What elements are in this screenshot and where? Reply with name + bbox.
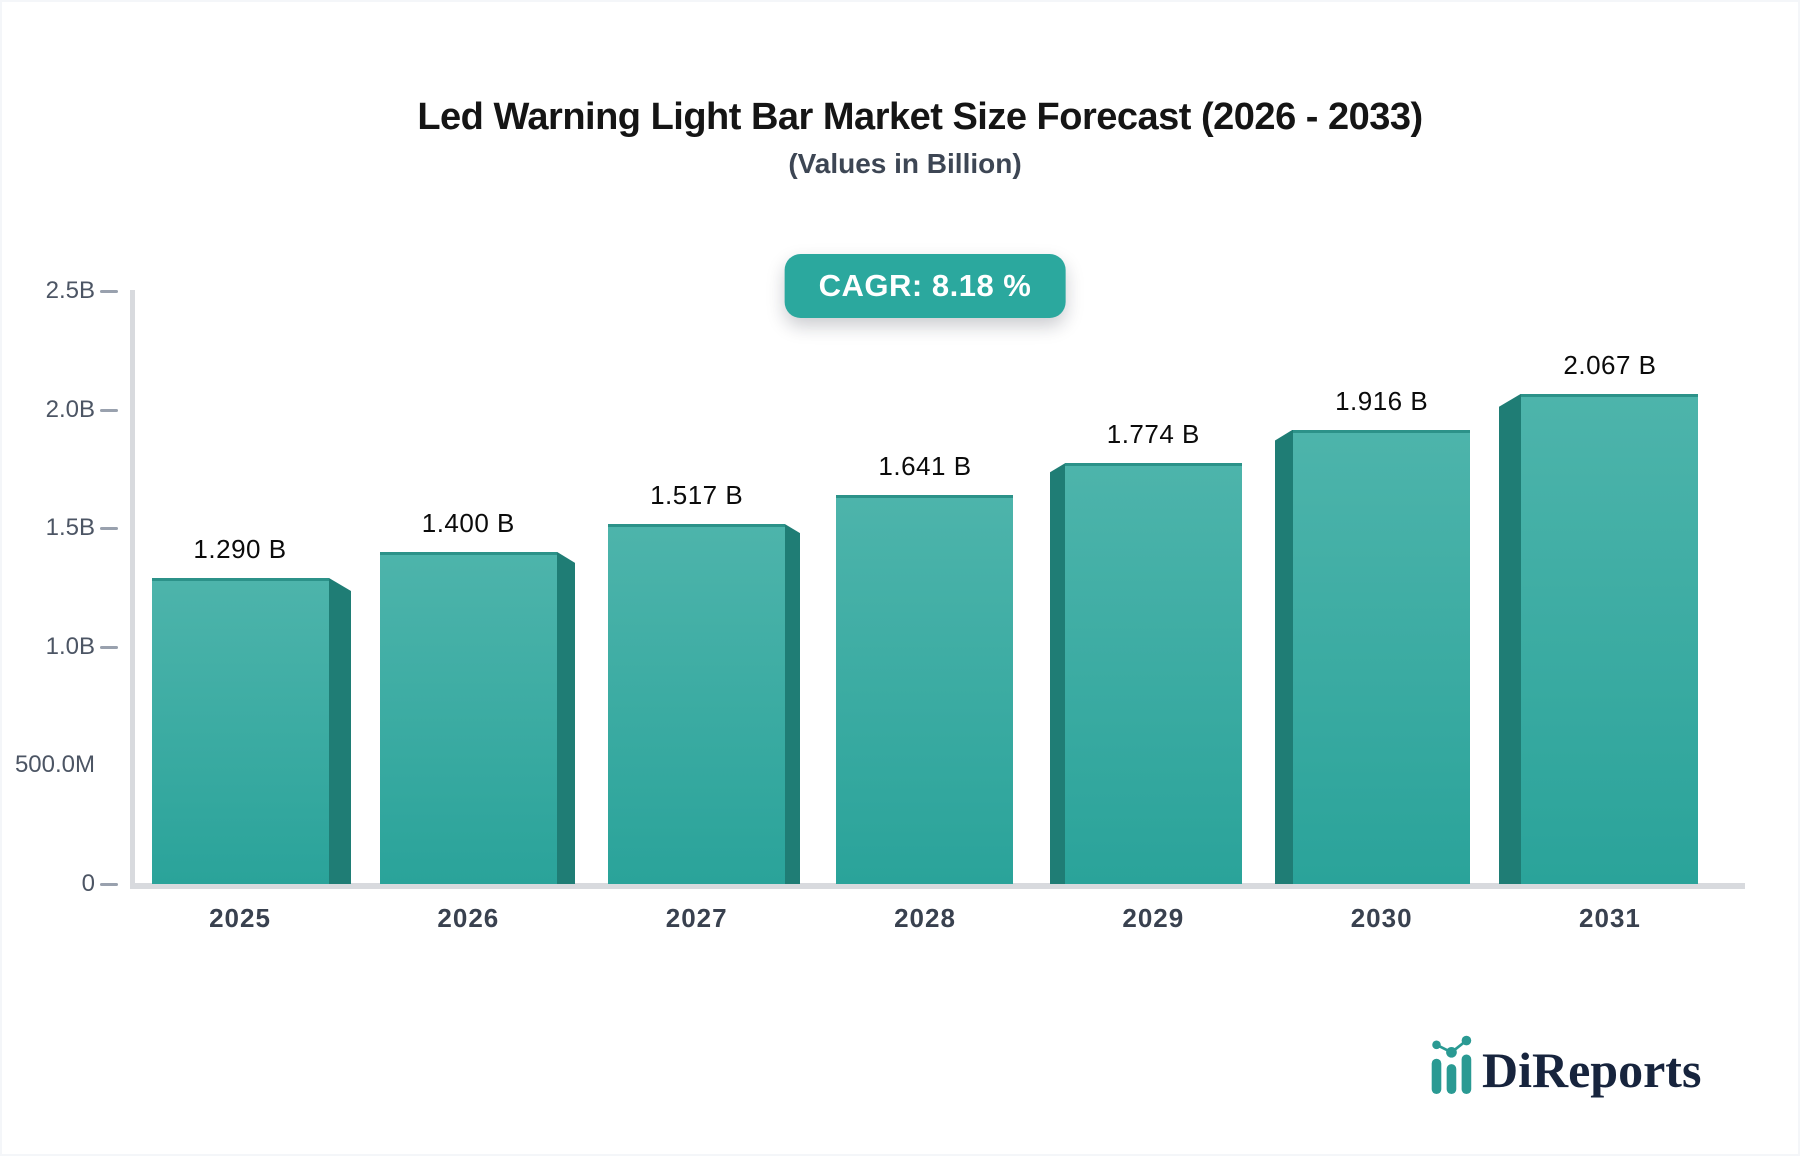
y-axis-tick xyxy=(100,527,118,531)
bar-3d-side xyxy=(1050,463,1065,884)
y-axis-label: 500.0M xyxy=(14,751,95,779)
y-axis-tick xyxy=(100,645,118,649)
bar[interactable] xyxy=(608,524,785,884)
bar-value-label: 1.517 B xyxy=(650,480,744,511)
bar-value-label: 1.641 B xyxy=(878,450,972,481)
bar-3d-side xyxy=(329,578,351,884)
bar-value-label: 2.067 B xyxy=(1563,349,1657,380)
x-axis-label: 2026 xyxy=(437,903,500,933)
x-axis-label: 2031 xyxy=(1579,903,1641,933)
x-axis-label: 2028 xyxy=(894,903,956,933)
bar[interactable] xyxy=(836,494,1013,884)
chart-title: Led Warning Light Bar Market Size Foreca… xyxy=(417,96,1423,138)
x-axis-label: 2029 xyxy=(1122,903,1185,933)
bar-value-label: 1.290 B xyxy=(193,534,287,564)
y-axis-label: 1.5B xyxy=(45,514,95,542)
logo-bar-chart-icon xyxy=(1430,1032,1474,1099)
bar-3d-side xyxy=(1499,393,1521,884)
bar[interactable] xyxy=(152,578,329,884)
x-axis-label: 2025 xyxy=(209,903,271,933)
y-axis-tick xyxy=(100,290,118,293)
y-axis-tick xyxy=(100,883,118,886)
bar-value-label: 1.774 B xyxy=(1106,419,1200,450)
bar[interactable] xyxy=(1521,393,1698,884)
bar-value-label: 1.400 B xyxy=(421,507,515,538)
x-axis-label: 2030 xyxy=(1350,903,1413,933)
y-axis-line xyxy=(130,290,135,889)
y-axis-label: 2.0B xyxy=(45,395,95,423)
y-axis-label: 0 xyxy=(81,870,95,897)
bar[interactable] xyxy=(1065,463,1242,884)
y-axis-label: 1.0B xyxy=(45,632,95,660)
brand-logo: DiReports xyxy=(1430,1032,1701,1099)
chart-subtitle: (Values in Billion) xyxy=(788,148,1022,179)
cagr-badge: CAGR: 8.18 % xyxy=(784,254,1066,318)
bar-value-label: 1.916 B xyxy=(1335,385,1429,416)
bar-3d-side xyxy=(1275,429,1293,884)
bar[interactable] xyxy=(1293,429,1470,884)
y-axis-tick xyxy=(100,408,118,412)
y-axis-label: 2.5B xyxy=(45,277,95,304)
logo-text: DiReports xyxy=(1482,1042,1702,1098)
x-axis-line xyxy=(130,883,1745,889)
x-axis-label: 2027 xyxy=(665,903,728,933)
bar[interactable] xyxy=(380,551,557,884)
bar-3d-side xyxy=(557,551,575,884)
bar-3d-side xyxy=(785,524,800,884)
